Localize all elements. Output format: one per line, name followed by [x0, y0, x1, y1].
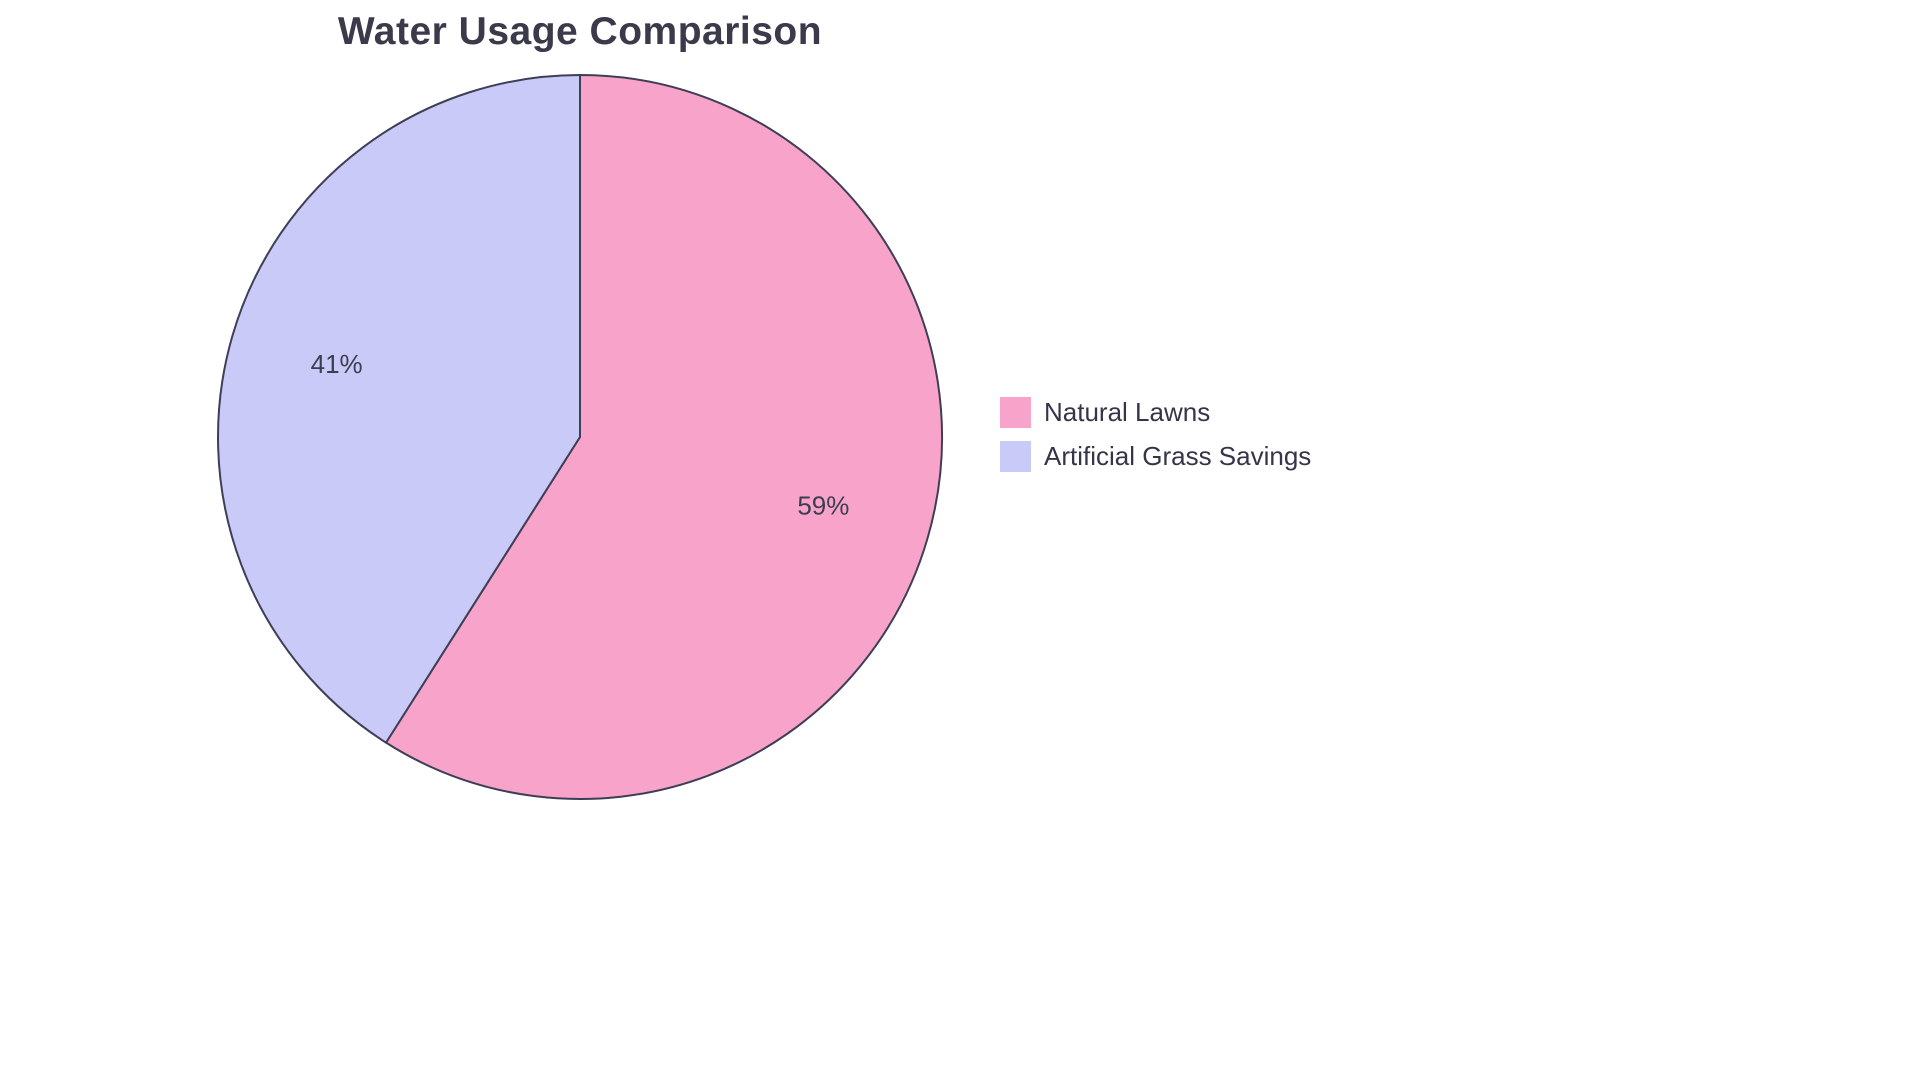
legend-label: Artificial Grass Savings [1044, 441, 1312, 471]
pie-slice-natural-lawns [385, 74, 943, 800]
legend: Natural Lawns Artificial Grass Savings [1000, 397, 1311, 472]
legend-swatch [1000, 441, 1031, 472]
pie-value-label: 59% [797, 491, 849, 521]
legend-item: Artificial Grass Savings [1000, 441, 1311, 472]
legend-label: Natural Lawns [1044, 397, 1211, 427]
legend-swatch [1000, 397, 1031, 428]
legend-item: Natural Lawns [1000, 397, 1311, 428]
chart-title: Water Usage Comparison [337, 10, 823, 53]
pie-value-label: 41% [311, 349, 363, 379]
pie-slice-artificial-grass-savings [217, 74, 581, 744]
